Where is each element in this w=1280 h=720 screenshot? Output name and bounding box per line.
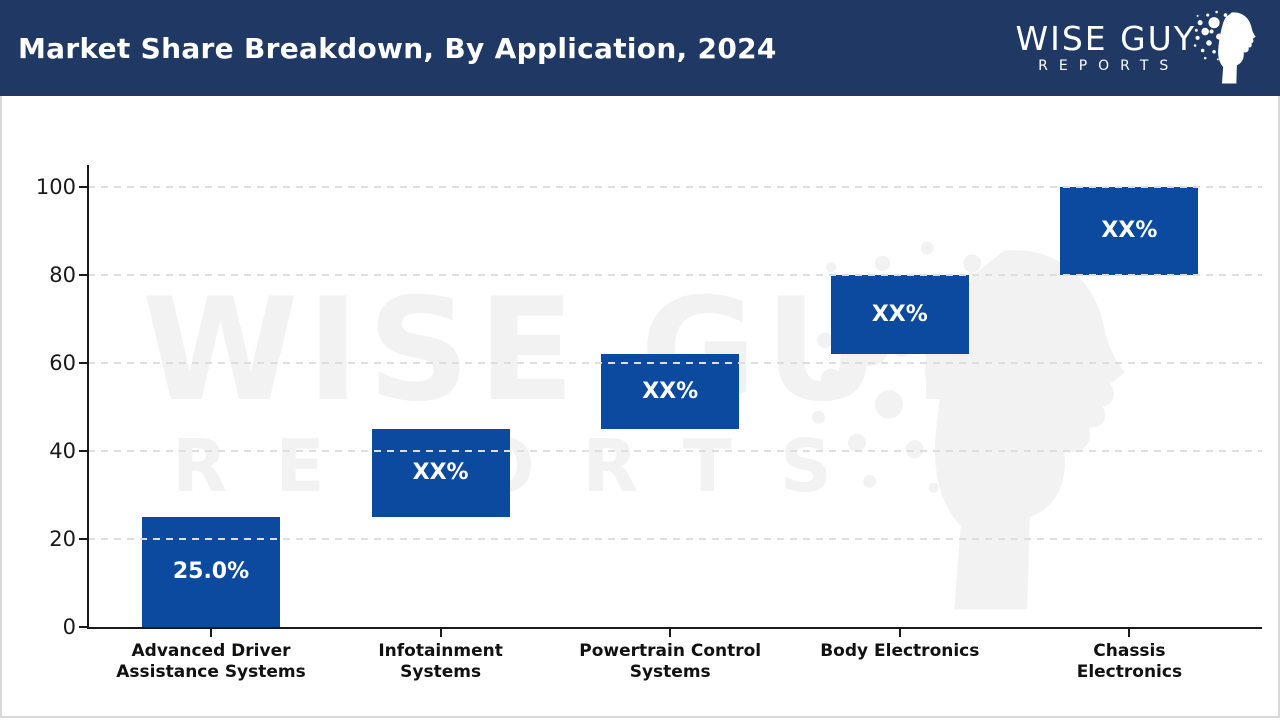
y-tick-mark: [79, 626, 87, 628]
x-tick-label-line: Systems: [629, 662, 711, 682]
y-tick-label: 60: [49, 351, 76, 375]
bar: [142, 517, 280, 627]
wiseguy-head-icon: [1193, 10, 1256, 84]
y-tick-label: 80: [49, 263, 76, 287]
y-tick-label: 20: [49, 527, 76, 551]
y-tick-mark: [79, 538, 87, 540]
y-axis-line: [87, 165, 89, 629]
y-tick-label: 0: [62, 615, 76, 639]
gridline: [88, 274, 1262, 276]
wiseguy-logo: WISE GUY REPORTS: [1015, 7, 1266, 89]
x-tick-label: Advanced Driver Assistance Systems: [71, 641, 351, 683]
bar-label: XX%: [412, 460, 469, 485]
y-tick-label: 100: [35, 175, 76, 199]
bar-label: XX%: [642, 378, 699, 404]
gridline: [88, 450, 1262, 452]
y-tick-label: 40: [49, 439, 76, 463]
bar-label: XX%: [871, 301, 928, 327]
bar: [601, 354, 740, 429]
x-tick-mark: [1128, 629, 1131, 637]
x-tick-label: Body Electronics: [760, 641, 1040, 662]
gridline: [88, 362, 1262, 364]
x-tick-mark: [439, 629, 442, 637]
x-axis-line: [87, 627, 1262, 629]
x-tick-label-line: Systems: [400, 662, 482, 682]
x-tick-mark: [669, 629, 672, 637]
page-title: Market Share Breakdown, By Application, …: [18, 31, 777, 65]
gridline: [88, 538, 1262, 540]
x-tick-label-line: Electronics: [1076, 662, 1183, 682]
y-tick-mark: [79, 274, 87, 276]
bar-label: 25.0%: [172, 559, 250, 584]
x-tick-label: Chassis Electronics: [989, 641, 1269, 683]
x-tick-label: Infotainment Systems: [301, 641, 581, 683]
x-tick-mark: [898, 629, 901, 637]
x-tick-label-line: Powertrain Control: [579, 641, 762, 661]
wiseguy-logo-text: WISE GUY REPORTS: [1015, 19, 1196, 75]
wiseguy-logo-sub: REPORTS: [1038, 58, 1180, 74]
wiseguy-logo-name: WISE GUY: [1015, 19, 1196, 58]
bar: [830, 275, 969, 355]
bar: [371, 429, 510, 517]
gridline: [88, 186, 1262, 188]
x-tick-label-line: Chassis: [1093, 641, 1166, 661]
x-tick-label: Powertrain Control Systems: [530, 641, 810, 683]
y-tick-mark: [79, 362, 87, 364]
x-tick-label-line: Advanced Driver: [131, 641, 291, 661]
header: Market Share Breakdown, By Application, …: [0, 0, 1280, 96]
x-tick-mark: [210, 629, 212, 637]
y-tick-mark: [79, 450, 87, 452]
bar-label: XX%: [1101, 218, 1158, 243]
bar: [1060, 187, 1199, 275]
x-tick-label-line: Body Electronics: [820, 641, 980, 661]
x-tick-label-line: Infotainment: [378, 641, 503, 661]
y-tick-mark: [79, 186, 87, 188]
x-tick-label-line: Assistance Systems: [116, 662, 306, 682]
